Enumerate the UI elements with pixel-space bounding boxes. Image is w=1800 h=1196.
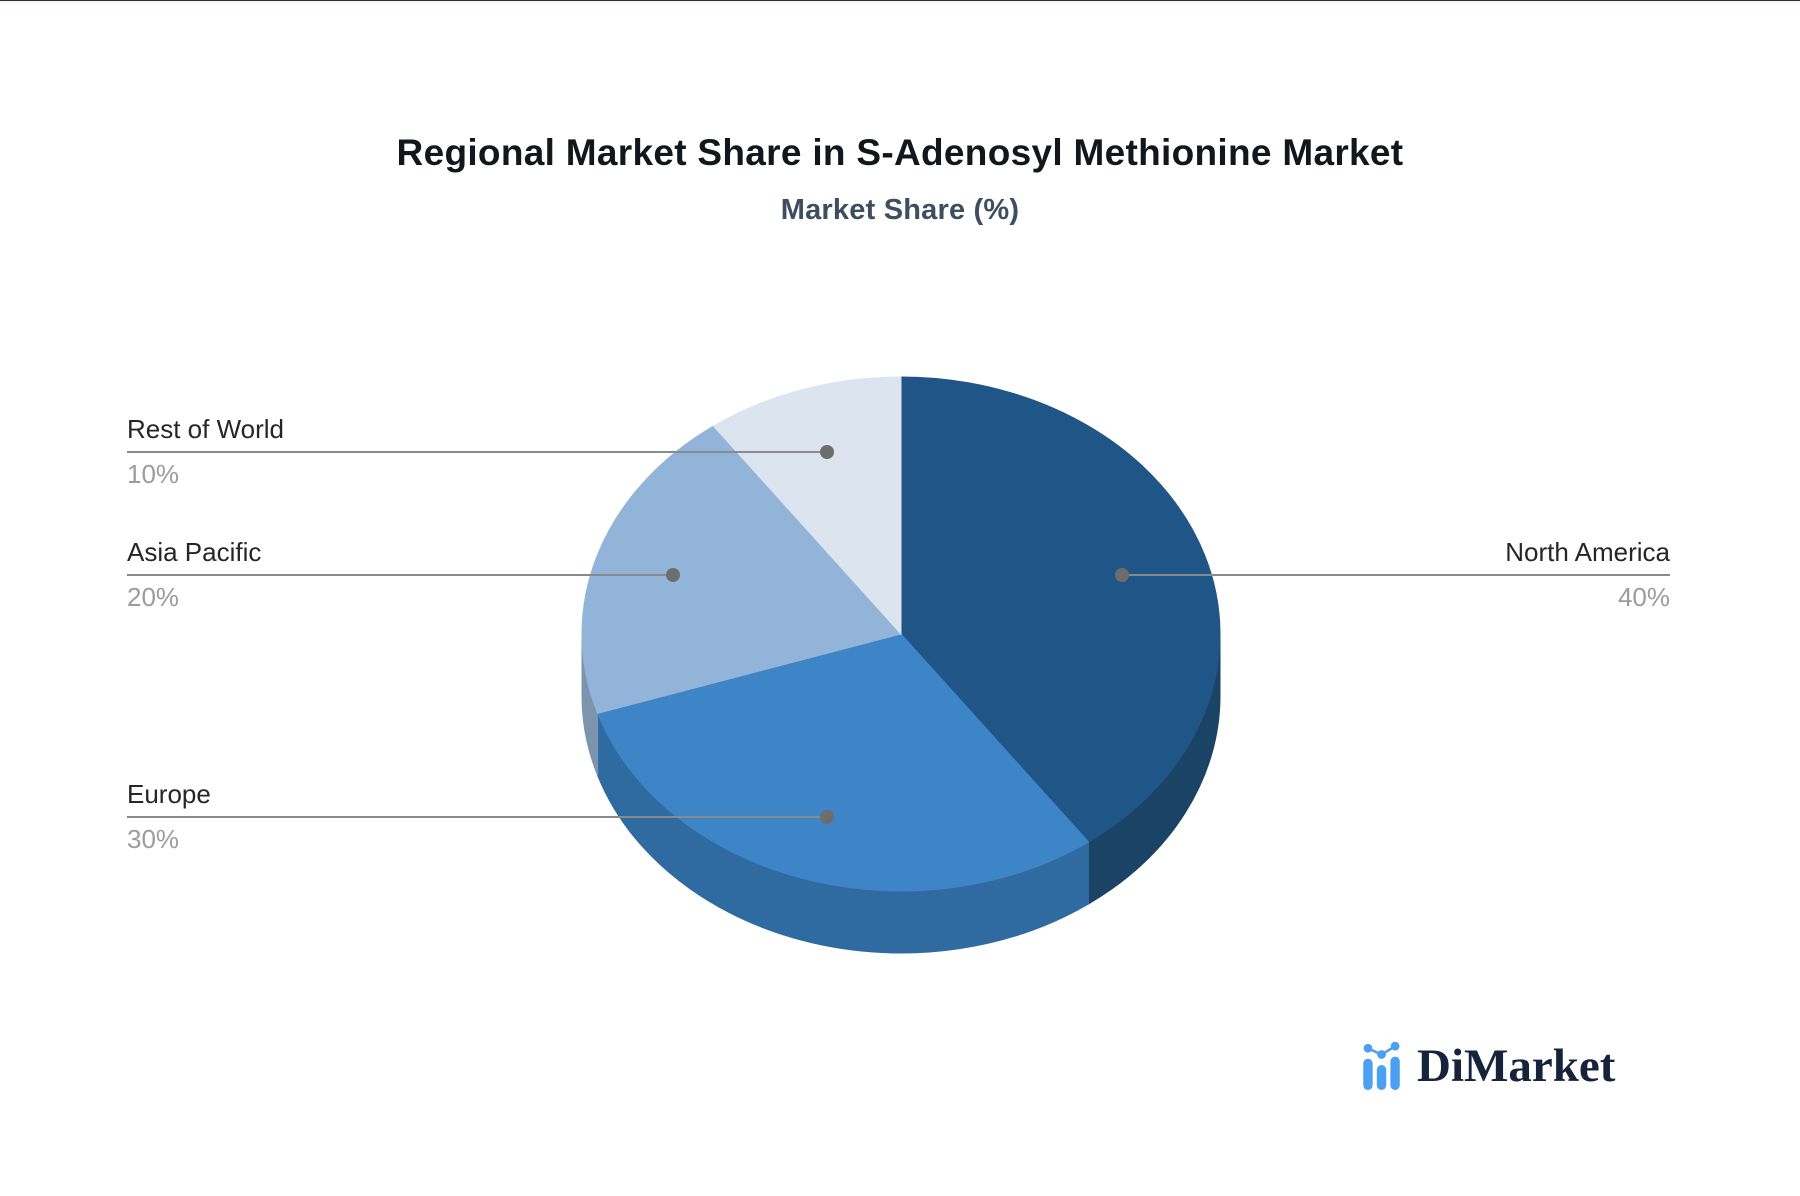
pie-slice-europe[interactable] — [596, 633, 1090, 892]
leader-dot — [1115, 568, 1129, 582]
chart-subtitle: Market Share (%) — [780, 194, 1020, 226]
chart-title: Regional Market Share in S-Adenosyl Meth… — [396, 132, 1404, 173]
callout-value-north-america: 40% — [1617, 582, 1670, 612]
callout-value-europe: 30% — [127, 824, 180, 854]
callout-label-north-america: North America — [1505, 537, 1670, 567]
callout-leader-asia-pacific — [127, 568, 680, 582]
pie-slice-north-america[interactable] — [900, 376, 1221, 843]
callout-value-asia-pacific: 20% — [127, 582, 180, 612]
callout-label-europe: Europe — [127, 779, 211, 809]
logo-text: DiMarket — [1417, 1040, 1616, 1092]
callout-label-rest-of-world: Rest of World — [127, 414, 285, 444]
leader-dot — [820, 445, 834, 459]
leader-dot — [666, 568, 680, 582]
callout-leader-north-america — [1115, 568, 1670, 582]
callout-leader-rest-of-world — [127, 445, 834, 459]
pie-slice-rest-of-world[interactable] — [712, 376, 902, 636]
dimarket-logo: DiMarket — [1358, 1042, 1615, 1090]
pie-slices — [581, 376, 1221, 954]
callout-label-asia-pacific: Asia Pacific — [127, 537, 262, 567]
callout-leader-europe — [127, 810, 834, 824]
logo-bar-line-chart-icon — [1363, 1042, 1400, 1090]
callout-value-rest-of-world: 10% — [127, 459, 180, 489]
window-top-border — [0, 0, 1800, 4]
leader-dot — [820, 810, 834, 824]
pie-slice-asia-pacific[interactable] — [581, 425, 902, 715]
